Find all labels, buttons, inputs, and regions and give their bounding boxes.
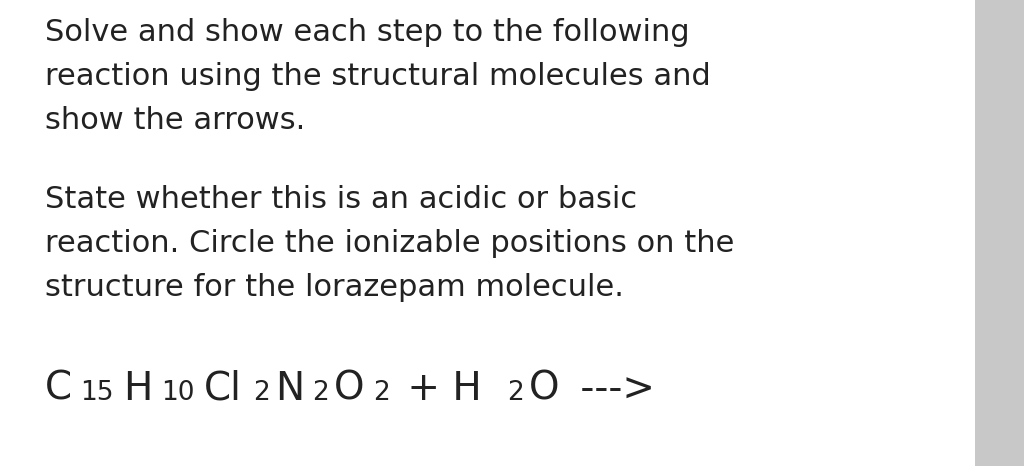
Text: --->: ---> — [568, 370, 654, 408]
Text: 2: 2 — [374, 380, 390, 406]
Text: 2: 2 — [253, 380, 270, 406]
Text: structure for the lorazepam molecule.: structure for the lorazepam molecule. — [45, 273, 624, 302]
Text: 15: 15 — [80, 380, 114, 406]
Text: 10: 10 — [161, 380, 195, 406]
Text: H: H — [123, 370, 153, 408]
Text: N: N — [274, 370, 304, 408]
Text: reaction using the structural molecules and: reaction using the structural molecules … — [45, 62, 711, 91]
Text: O: O — [528, 370, 559, 408]
Text: + H: + H — [395, 370, 481, 408]
Text: Solve and show each step to the following: Solve and show each step to the followin… — [45, 18, 689, 47]
Text: reaction. Circle the ionizable positions on the: reaction. Circle the ionizable positions… — [45, 229, 734, 258]
Text: 2: 2 — [312, 380, 329, 406]
Text: State whether this is an acidic or basic: State whether this is an acidic or basic — [45, 185, 637, 214]
Text: show the arrows.: show the arrows. — [45, 106, 305, 135]
Bar — [975, 0, 1024, 466]
Text: Cl: Cl — [205, 370, 243, 408]
Text: O: O — [334, 370, 365, 408]
Text: C: C — [45, 370, 72, 408]
Text: 2: 2 — [507, 380, 523, 406]
